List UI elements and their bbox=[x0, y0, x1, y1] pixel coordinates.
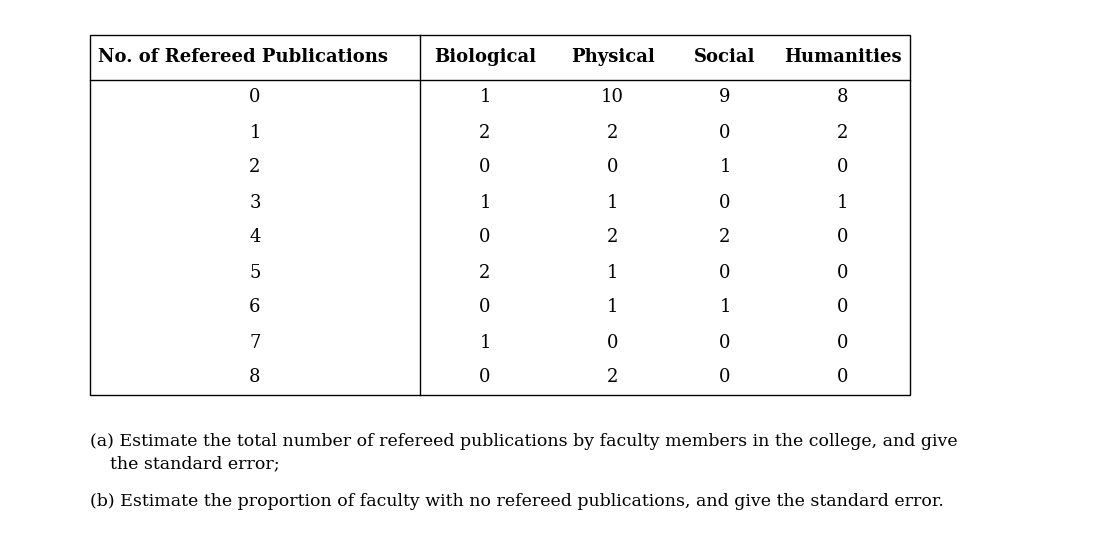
Text: 0: 0 bbox=[479, 229, 491, 247]
Text: 9: 9 bbox=[719, 89, 731, 106]
Text: 0: 0 bbox=[837, 299, 848, 317]
Text: 2: 2 bbox=[607, 123, 618, 142]
Text: 0: 0 bbox=[719, 193, 731, 212]
Text: 5: 5 bbox=[250, 263, 261, 281]
Text: 0: 0 bbox=[479, 159, 491, 176]
Text: 2: 2 bbox=[837, 123, 848, 142]
Text: Physical: Physical bbox=[571, 48, 655, 66]
Text: (a) Estimate the total number of refereed publications by faculty members in the: (a) Estimate the total number of referee… bbox=[91, 433, 957, 450]
Text: 10: 10 bbox=[601, 89, 624, 106]
Text: the standard error;: the standard error; bbox=[110, 455, 279, 472]
Text: 0: 0 bbox=[607, 333, 618, 351]
Text: 6: 6 bbox=[250, 299, 261, 317]
Text: 1: 1 bbox=[719, 159, 731, 176]
Text: 4: 4 bbox=[250, 229, 261, 247]
Text: 1: 1 bbox=[479, 193, 491, 212]
Text: Biological: Biological bbox=[434, 48, 537, 66]
Text: No. of Refereed Publications: No. of Refereed Publications bbox=[98, 48, 388, 66]
Text: 8: 8 bbox=[837, 89, 848, 106]
Text: 0: 0 bbox=[250, 89, 261, 106]
Bar bbox=[91, 35, 910, 395]
Text: 2: 2 bbox=[250, 159, 261, 176]
Text: 1: 1 bbox=[719, 299, 731, 317]
Text: 0: 0 bbox=[479, 299, 491, 317]
Text: 1: 1 bbox=[479, 333, 491, 351]
Text: 0: 0 bbox=[837, 159, 848, 176]
Text: 1: 1 bbox=[607, 263, 618, 281]
Text: 0: 0 bbox=[719, 333, 731, 351]
Text: 2: 2 bbox=[479, 123, 490, 142]
Text: (b) Estimate the proportion of faculty with no refereed publications, and give t: (b) Estimate the proportion of faculty w… bbox=[91, 493, 944, 510]
Text: 1: 1 bbox=[250, 123, 261, 142]
Text: 0: 0 bbox=[837, 263, 848, 281]
Text: 8: 8 bbox=[250, 369, 261, 387]
Text: 1: 1 bbox=[837, 193, 848, 212]
Text: 2: 2 bbox=[607, 369, 618, 387]
Text: 2: 2 bbox=[607, 229, 618, 247]
Text: Humanities: Humanities bbox=[784, 48, 901, 66]
Text: 0: 0 bbox=[607, 159, 618, 176]
Text: 1: 1 bbox=[479, 89, 491, 106]
Text: 0: 0 bbox=[479, 369, 491, 387]
Text: 0: 0 bbox=[837, 333, 848, 351]
Text: 7: 7 bbox=[250, 333, 261, 351]
Text: 0: 0 bbox=[837, 369, 848, 387]
Text: 0: 0 bbox=[719, 263, 731, 281]
Text: 0: 0 bbox=[837, 229, 848, 247]
Text: 0: 0 bbox=[719, 123, 731, 142]
Text: 2: 2 bbox=[720, 229, 731, 247]
Text: 2: 2 bbox=[479, 263, 490, 281]
Text: 1: 1 bbox=[607, 193, 618, 212]
Text: 1: 1 bbox=[607, 299, 618, 317]
Text: 0: 0 bbox=[719, 369, 731, 387]
Text: Social: Social bbox=[694, 48, 755, 66]
Text: 3: 3 bbox=[250, 193, 261, 212]
